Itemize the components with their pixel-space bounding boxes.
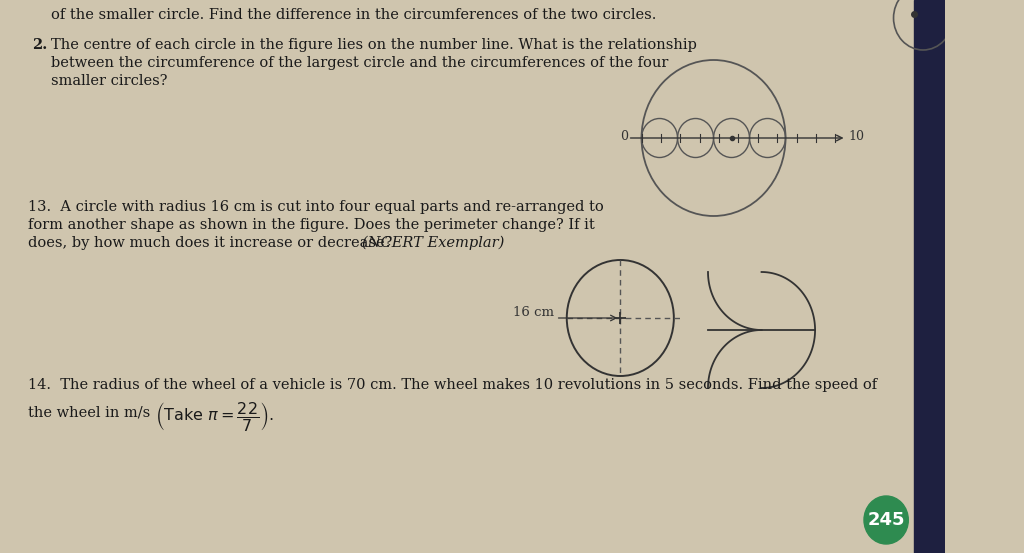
Text: $\left(\mathrm{Take}\ \pi = \dfrac{22}{7}\right).$: $\left(\mathrm{Take}\ \pi = \dfrac{22}{7…	[155, 400, 273, 433]
Text: of the smaller circle. Find the difference in the circumferences of the two circ: of the smaller circle. Find the differen…	[51, 8, 656, 22]
Circle shape	[864, 496, 908, 544]
Text: The centre of each circle in the figure lies on the number line. What is the rel: The centre of each circle in the figure …	[51, 38, 696, 52]
Text: the wheel in m/s: the wheel in m/s	[28, 406, 150, 420]
Text: 13.  A circle with radius 16 cm is cut into four equal parts and re-arranged to: 13. A circle with radius 16 cm is cut in…	[28, 200, 603, 214]
Text: does, by how much does it increase or decrease?: does, by how much does it increase or de…	[28, 236, 392, 250]
Text: 2.: 2.	[33, 38, 47, 52]
Text: 16 cm: 16 cm	[513, 306, 554, 319]
Text: 10: 10	[848, 129, 864, 143]
Bar	[913, 0, 945, 553]
Text: smaller circles?: smaller circles?	[51, 74, 167, 88]
Text: between the circumference of the largest circle and the circumferences of the fo: between the circumference of the largest…	[51, 56, 668, 70]
Text: 14.  The radius of the wheel of a vehicle is 70 cm. The wheel makes 10 revolutio: 14. The radius of the wheel of a vehicle…	[28, 378, 877, 392]
Text: (NCERT Exemplar): (NCERT Exemplar)	[361, 236, 504, 251]
Text: form another shape as shown in the figure. Does the perimeter change? If it: form another shape as shown in the figur…	[28, 218, 595, 232]
Text: 0: 0	[621, 129, 629, 143]
Text: 245: 245	[867, 511, 905, 529]
